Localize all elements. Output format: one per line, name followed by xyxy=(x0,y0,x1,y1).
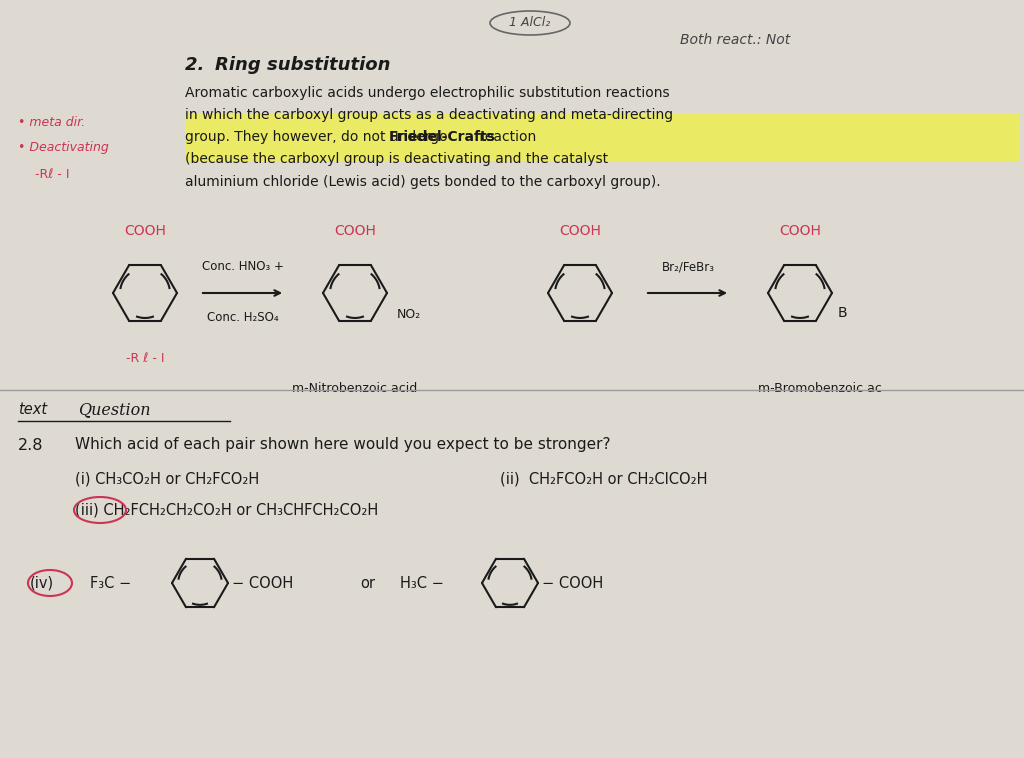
Text: Br₂/FeBr₃: Br₂/FeBr₃ xyxy=(662,260,715,273)
Text: (iii) CH₂FCH₂CH₂CO₂H or CH₃CHFCH₂CO₂H: (iii) CH₂FCH₂CH₂CO₂H or CH₃CHFCH₂CO₂H xyxy=(75,503,378,518)
Text: (because the carboxyl group is deactivating and the catalyst: (because the carboxyl group is deactivat… xyxy=(185,152,608,166)
Text: text: text xyxy=(18,402,47,418)
Text: (iv): (iv) xyxy=(30,575,54,590)
Text: Conc. H₂SO₄: Conc. H₂SO₄ xyxy=(207,311,279,324)
Text: reaction: reaction xyxy=(475,130,537,144)
Text: Conc. HNO₃ +: Conc. HNO₃ + xyxy=(202,260,284,273)
Text: Both react.: Not: Both react.: Not xyxy=(680,33,791,47)
Text: -Rℓ - I: -Rℓ - I xyxy=(35,168,70,181)
Text: m-Nitrobenzoic acid: m-Nitrobenzoic acid xyxy=(293,381,418,394)
Text: group. They however, do not undergo: group. They however, do not undergo xyxy=(185,130,452,144)
Text: COOH: COOH xyxy=(779,224,821,238)
Text: Which acid of each pair shown here would you expect to be stronger?: Which acid of each pair shown here would… xyxy=(75,437,610,453)
Text: m-Bromobenzoic ac: m-Bromobenzoic ac xyxy=(758,381,882,394)
Text: H₃C −: H₃C − xyxy=(400,575,443,590)
Text: • meta dir.: • meta dir. xyxy=(18,117,85,130)
Text: − COOH: − COOH xyxy=(232,575,293,590)
Text: NO₂: NO₂ xyxy=(397,309,421,321)
Text: • Deactivating: • Deactivating xyxy=(18,142,109,155)
Text: Friedel-Crafts: Friedel-Crafts xyxy=(388,130,496,144)
FancyBboxPatch shape xyxy=(185,113,1020,161)
Text: aluminium chloride (Lewis acid) gets bonded to the carboxyl group).: aluminium chloride (Lewis acid) gets bon… xyxy=(185,175,660,189)
Text: COOH: COOH xyxy=(559,224,601,238)
Text: (ii)  CH₂FCO₂H or CH₂ClCO₂H: (ii) CH₂FCO₂H or CH₂ClCO₂H xyxy=(500,471,708,487)
Text: COOH: COOH xyxy=(334,224,376,238)
Text: Ring substitution: Ring substitution xyxy=(215,56,390,74)
Text: − COOH: − COOH xyxy=(542,575,603,590)
Text: 2.8: 2.8 xyxy=(18,437,43,453)
Text: Question: Question xyxy=(78,402,151,418)
Text: 2.: 2. xyxy=(185,56,217,74)
Text: Aromatic carboxylic acids undergo electrophilic substitution reactions: Aromatic carboxylic acids undergo electr… xyxy=(185,86,670,100)
Text: (i) CH₃CO₂H or CH₂FCO₂H: (i) CH₃CO₂H or CH₂FCO₂H xyxy=(75,471,259,487)
Text: B: B xyxy=(838,306,848,320)
Text: F₃C −: F₃C − xyxy=(90,575,131,590)
Text: in which the carboxyl group acts as a deactivating and meta-directing: in which the carboxyl group acts as a de… xyxy=(185,108,673,122)
Text: COOH: COOH xyxy=(124,224,166,238)
Text: or: or xyxy=(360,575,375,590)
Text: 1 AlCl₂: 1 AlCl₂ xyxy=(509,17,551,30)
Text: -R ℓ - I: -R ℓ - I xyxy=(126,352,164,365)
